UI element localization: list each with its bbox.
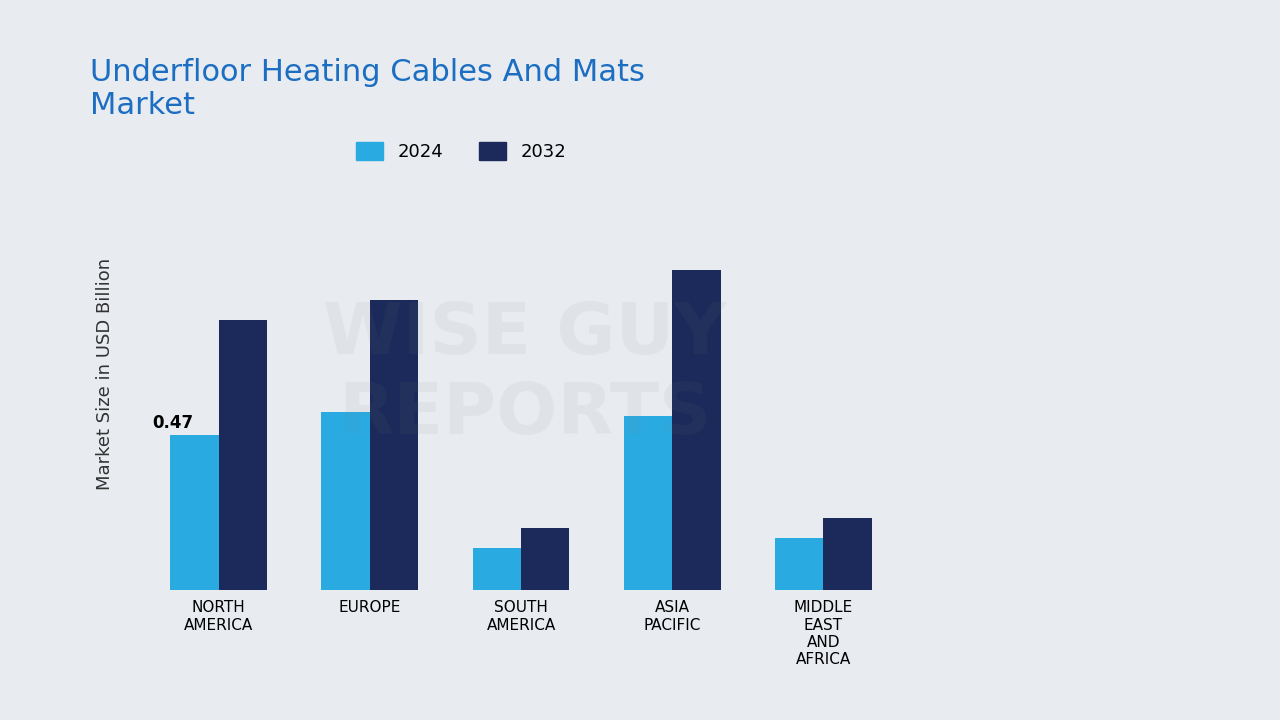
Text: WISE GUY
REPORTS: WISE GUY REPORTS: [323, 300, 727, 449]
Bar: [521, 528, 570, 590]
Bar: [823, 518, 872, 590]
Bar: [672, 271, 721, 590]
Text: Underfloor Heating Cables And Mats
Market: Underfloor Heating Cables And Mats Marke…: [90, 58, 644, 120]
Bar: [623, 415, 672, 590]
Bar: [321, 413, 370, 590]
Bar: [774, 538, 823, 590]
Bar: [370, 300, 419, 590]
Y-axis label: Market Size in USD Billion: Market Size in USD Billion: [96, 258, 114, 490]
Bar: [219, 320, 268, 590]
Bar: [472, 547, 521, 590]
Text: 0.47: 0.47: [152, 414, 193, 432]
Bar: [170, 436, 219, 590]
Legend: 2024, 2032: 2024, 2032: [347, 133, 576, 170]
